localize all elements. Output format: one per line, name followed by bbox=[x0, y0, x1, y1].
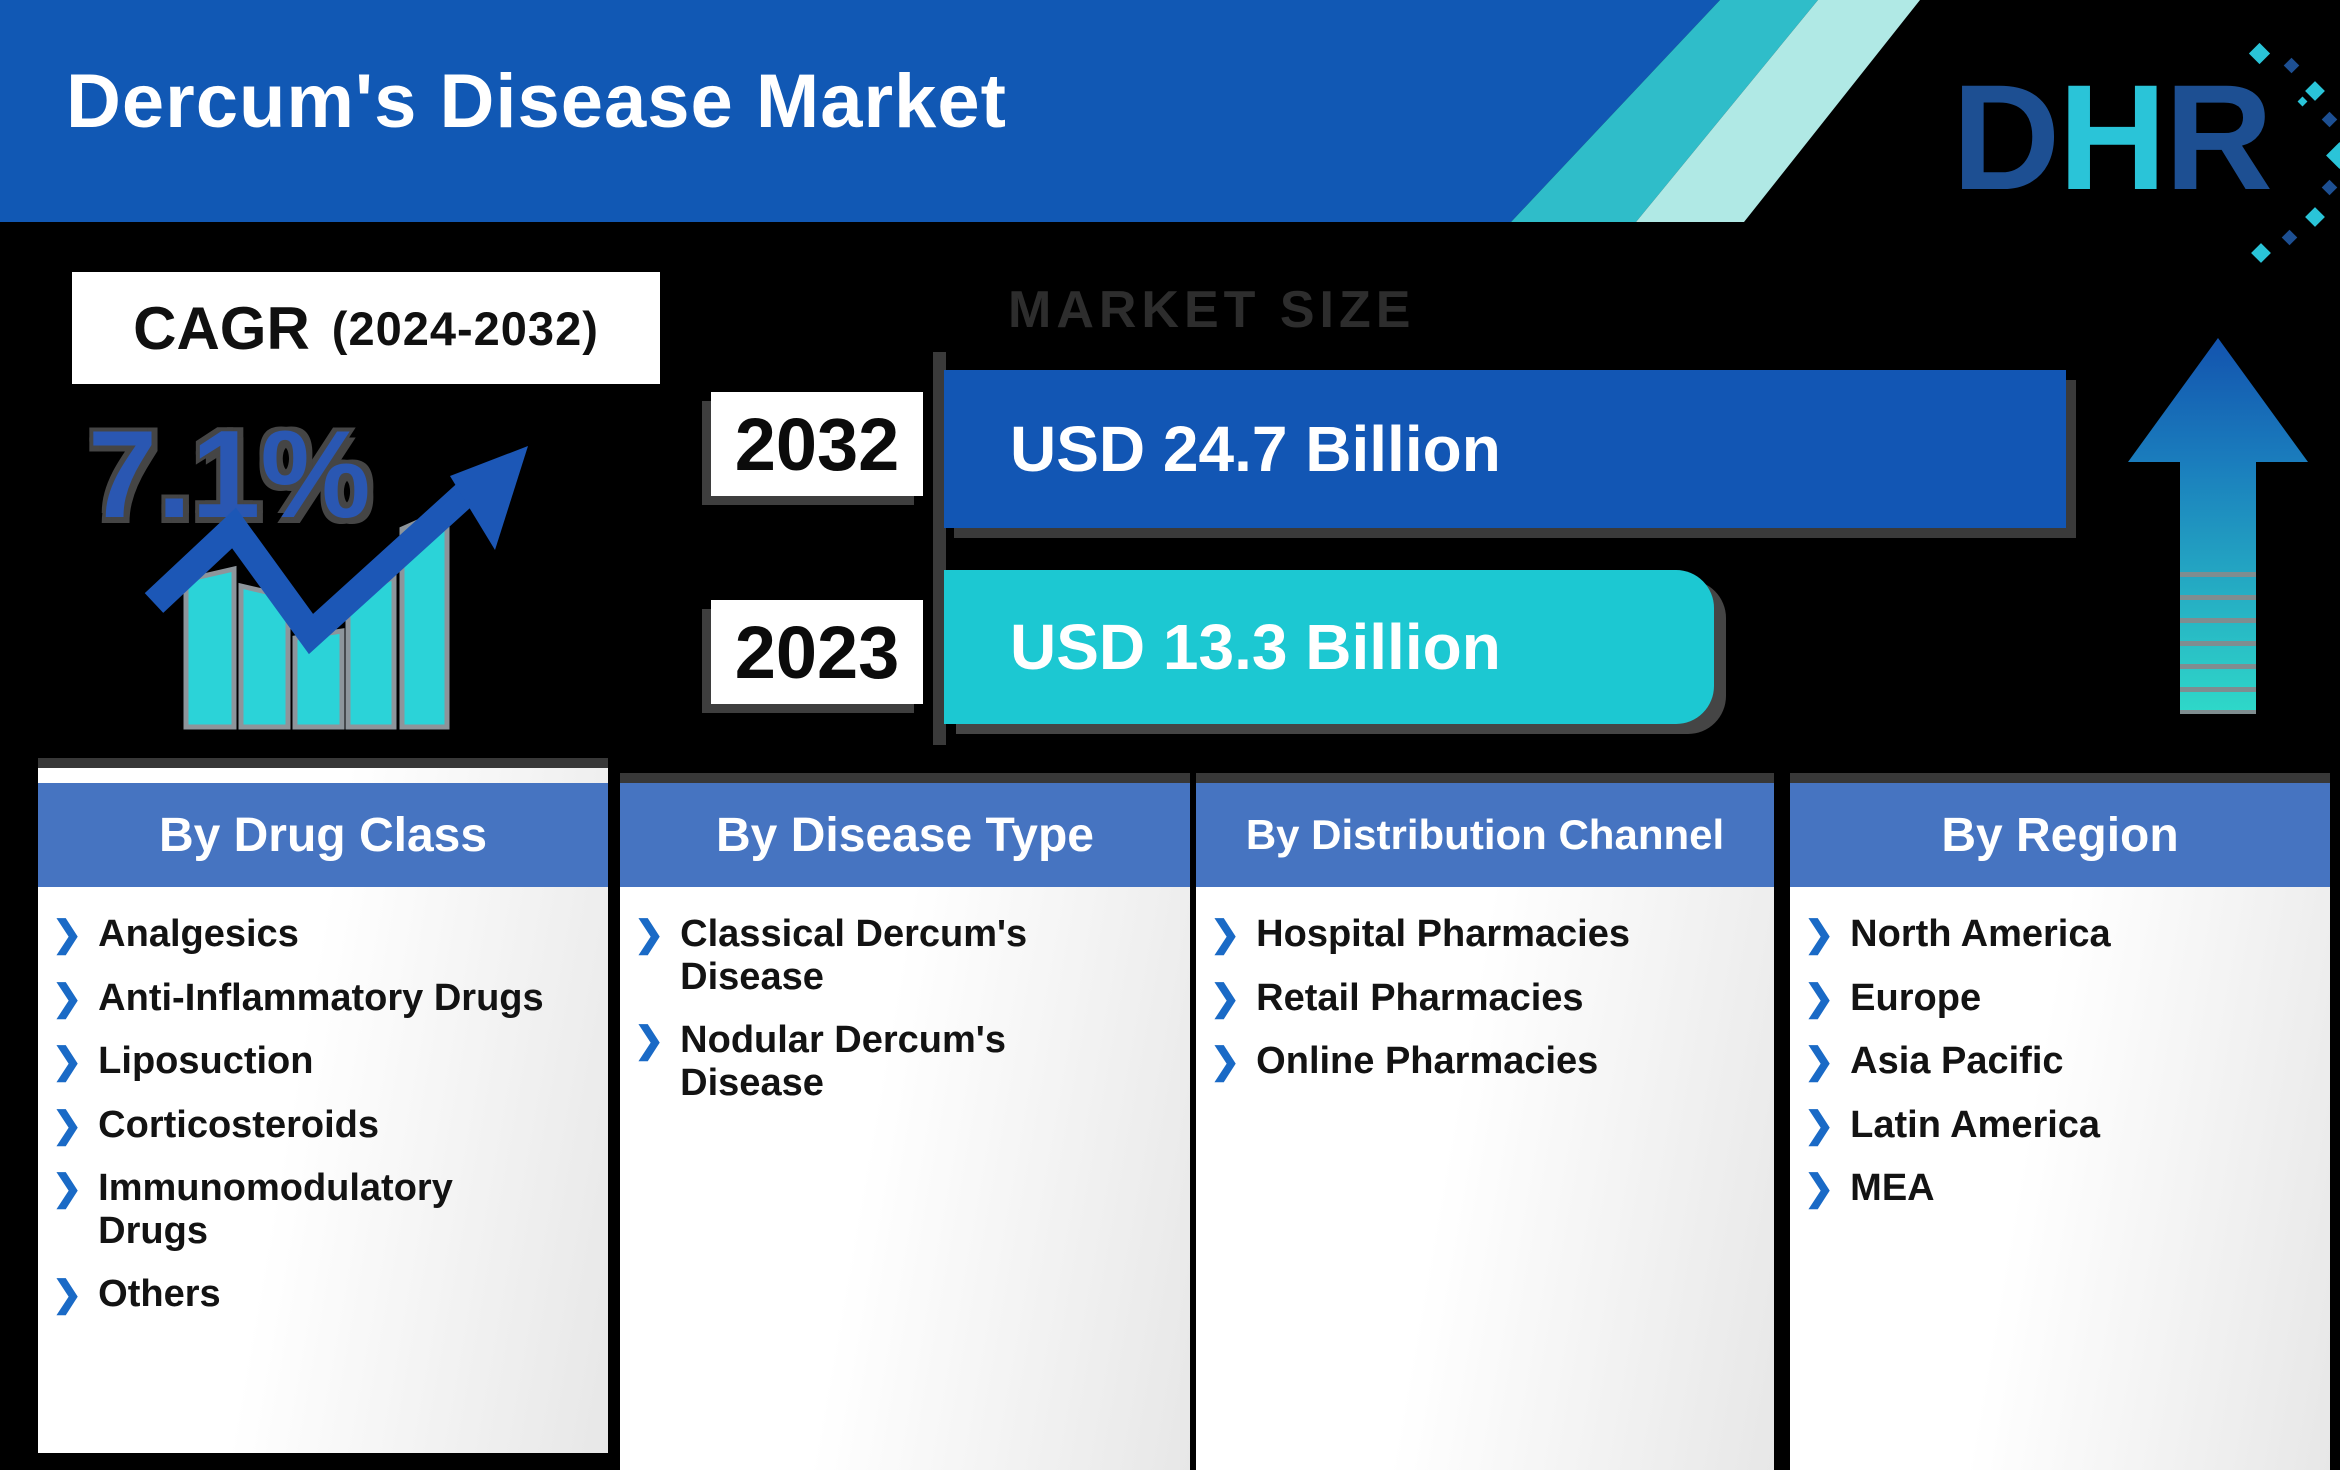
growth-arrow bbox=[2128, 338, 2308, 714]
list-item: ❯ Hospital Pharmacies bbox=[1210, 913, 1630, 955]
chevron-icon: ❯ bbox=[52, 1040, 83, 1082]
bar-value-label: USD 13.3 Billion bbox=[1010, 611, 1501, 683]
chevron-icon: ❯ bbox=[1804, 1167, 1835, 1209]
segment-card-region: By Region ❯ North America ❯ Europe ❯ Asia P… bbox=[1790, 783, 2330, 1470]
list-item: ❯ Anti-Inflammatory Drugs bbox=[52, 976, 544, 1019]
logo-letter-d: D bbox=[1952, 53, 2060, 221]
chevron-icon: ❯ bbox=[52, 976, 83, 1018]
list-item: ❯ North America bbox=[1804, 913, 2111, 955]
segment-card-disease-type: By Disease Type ❯ Classical Dercum's Dise… bbox=[620, 783, 1190, 1470]
chevron-icon: ❯ bbox=[52, 1103, 83, 1145]
segment-card-title: By Region bbox=[1790, 783, 2330, 887]
list-item: ❯ Analgesics bbox=[52, 913, 299, 955]
growth-arrow-shaft bbox=[2180, 462, 2256, 714]
dhr-logo: DHR bbox=[1952, 42, 2340, 263]
market-size-bar-2032: USD 24.7 Billion bbox=[944, 370, 2066, 528]
growth-arrow-head bbox=[2128, 338, 2308, 462]
cagr-box: CAGR (2024-2032) bbox=[72, 272, 660, 384]
logo-letter-r: R bbox=[2164, 53, 2273, 221]
list-item: ❯ Retail Pharmacies bbox=[1210, 976, 1584, 1019]
list-item: ❯ Classical Dercum's Disease bbox=[634, 913, 1028, 998]
list-item: ❯ Others bbox=[52, 1273, 221, 1316]
segment-card-title: By Drug Class bbox=[38, 783, 608, 887]
list-item: ❯ Asia Pacific bbox=[1804, 1040, 2064, 1083]
list-item: ❯ Liposuction bbox=[52, 1040, 314, 1083]
logo-letter-h: H bbox=[2058, 53, 2166, 221]
page-title: Dercum's Disease Market bbox=[66, 59, 1007, 144]
logo-dot bbox=[2321, 179, 2338, 196]
chevron-icon: ❯ bbox=[1804, 1103, 1835, 1145]
chevron-icon: ❯ bbox=[1210, 1040, 1241, 1082]
chevron-icon: ❯ bbox=[1804, 913, 1835, 954]
axis-line bbox=[933, 352, 946, 745]
logo-dot bbox=[2297, 96, 2308, 107]
market-size-bar-2023: USD 13.3 Billion bbox=[944, 570, 1714, 724]
logo-dot bbox=[2305, 81, 2325, 101]
list-item: ❯ Nodular Dercum's Disease bbox=[634, 1019, 1006, 1104]
trend-arrow-head bbox=[450, 446, 528, 550]
bar-value-label: USD 24.7 Billion bbox=[1010, 413, 1501, 485]
header-band bbox=[0, 0, 1920, 222]
chevron-icon: ❯ bbox=[1210, 913, 1241, 954]
chevron-icon: ❯ bbox=[52, 1167, 83, 1209]
year-label-2023: 2023 bbox=[711, 600, 923, 704]
segment-card-title: By Disease Type bbox=[620, 783, 1190, 887]
list-item: ❯ Latin America bbox=[1804, 1103, 2101, 1146]
logo-dot bbox=[2321, 111, 2338, 128]
chevron-icon: ❯ bbox=[1210, 976, 1241, 1018]
segment-card-drug-class: By Drug Class ❯ Analgesics ❯ Anti-Inflamma… bbox=[38, 768, 608, 1453]
list-item: ❯ Corticosteroids bbox=[52, 1103, 379, 1146]
year-label-2032: 2032 bbox=[711, 392, 923, 496]
chevron-icon: ❯ bbox=[52, 1273, 83, 1315]
chart-bar bbox=[183, 565, 237, 730]
cagr-label: CAGR bbox=[133, 294, 310, 362]
list-item: ❯ MEA bbox=[1804, 1167, 1935, 1210]
list-item: ❯ Online Pharmacies bbox=[1210, 1040, 1599, 1083]
segment-card-distribution-channel: By Distribution Channel ❯ Hospital Pharma… bbox=[1196, 783, 1774, 1470]
growth-bars-chart bbox=[144, 446, 528, 730]
trend-arrow bbox=[144, 477, 482, 655]
list-item: ❯ Europe bbox=[1804, 976, 1982, 1019]
segment-card-title: By Distribution Channel bbox=[1196, 783, 1774, 887]
market-size-heading: MARKET SIZE bbox=[1008, 281, 1416, 339]
chevron-icon: ❯ bbox=[634, 913, 665, 954]
cagr-period: (2024-2032) bbox=[331, 301, 599, 355]
list-item: ❯ Immunomodulatory Drugs bbox=[52, 1167, 453, 1252]
chevron-icon: ❯ bbox=[1804, 1040, 1835, 1082]
chevron-icon: ❯ bbox=[1804, 976, 1835, 1018]
chevron-icon: ❯ bbox=[634, 1019, 665, 1061]
logo-dot bbox=[2326, 142, 2340, 169]
chevron-icon: ❯ bbox=[52, 913, 83, 954]
